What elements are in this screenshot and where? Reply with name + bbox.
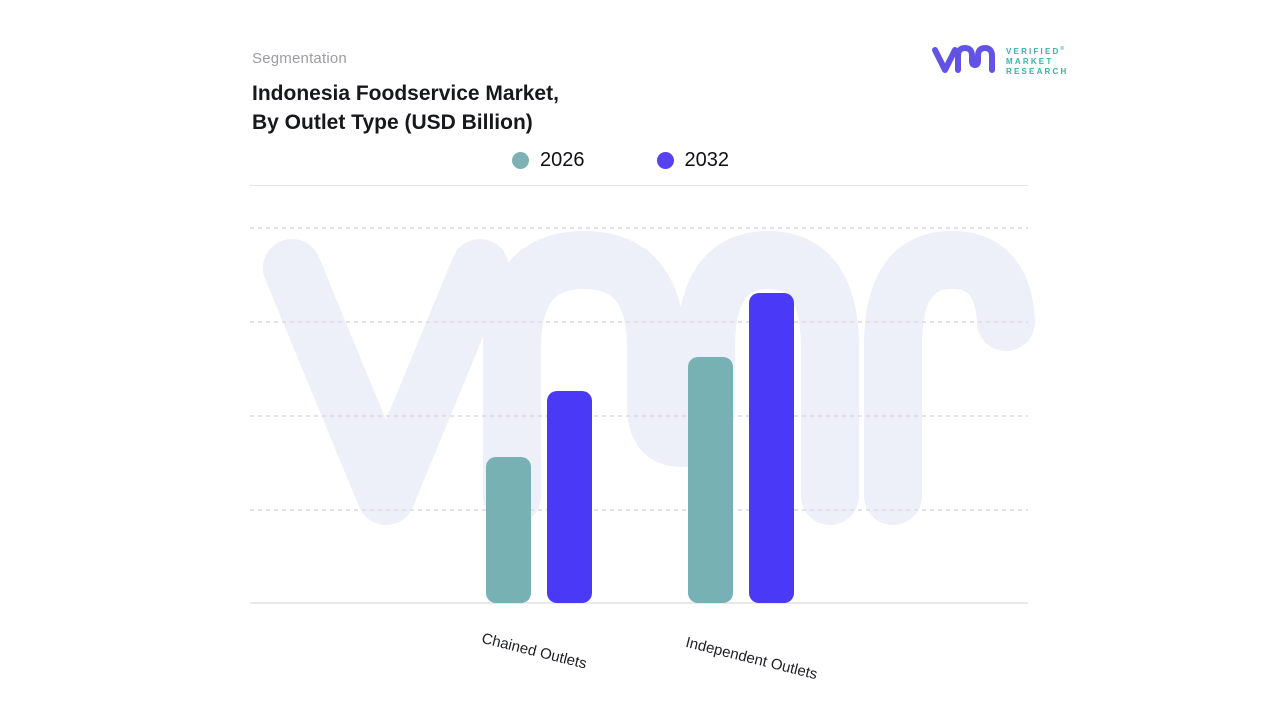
- logo-word-market: MARKET: [1006, 57, 1054, 66]
- gridline: [250, 321, 1028, 323]
- chart-legend: 2026 2032: [512, 149, 729, 172]
- bar-independent-outlets-2026[interactable]: [688, 357, 733, 603]
- vmr-logo-mark-icon: [932, 45, 995, 73]
- legend-item-2032[interactable]: 2032: [656, 149, 730, 172]
- vmr-logo-text: VERIFIED® MARKET RESEARCH: [1006, 44, 1069, 77]
- page-title: Indonesia Foodservice Market, By Outlet …: [252, 79, 559, 137]
- title-line-1: Indonesia Foodservice Market,: [252, 82, 559, 105]
- legend-dot-icon: [512, 152, 529, 169]
- logo-word-research: RESEARCH: [1006, 67, 1069, 76]
- legend-dot-icon: [656, 152, 674, 169]
- bar-chained-outlets-2026[interactable]: [486, 457, 531, 603]
- registered-mark: ®: [1060, 46, 1065, 52]
- vmr-logo[interactable]: VERIFIED® MARKET RESEARCH: [930, 42, 1069, 77]
- bar-chained-outlets-2032[interactable]: [547, 391, 592, 603]
- legend-label: 2026: [540, 149, 585, 171]
- x-axis-line: [250, 602, 1028, 604]
- eyebrow-label: Segmentation: [252, 50, 347, 67]
- gridline: [250, 415, 1028, 417]
- legend-label: 2032: [684, 149, 730, 171]
- legend-item-2026[interactable]: 2026: [512, 149, 585, 172]
- gridline: [250, 227, 1028, 229]
- title-line-2: By Outlet Type (USD Billion): [252, 111, 533, 134]
- bar-independent-outlets-2032[interactable]: [749, 293, 794, 603]
- header-divider: [250, 185, 1028, 186]
- gridline: [250, 509, 1028, 511]
- logo-word-verified: VERIFIED: [1006, 47, 1061, 56]
